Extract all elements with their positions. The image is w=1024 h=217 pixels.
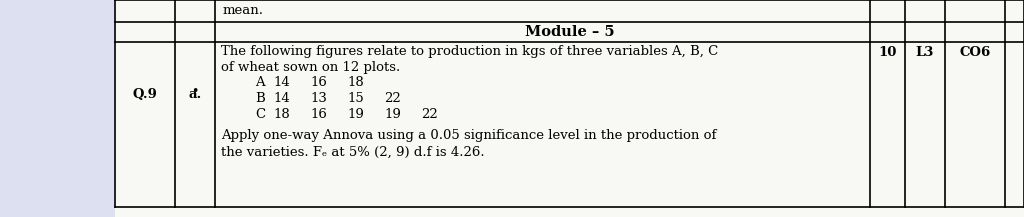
Text: B: B xyxy=(255,92,265,105)
Text: 18: 18 xyxy=(347,76,364,89)
Text: C: C xyxy=(255,107,265,120)
Text: L3: L3 xyxy=(915,46,934,59)
Text: 15: 15 xyxy=(347,92,364,105)
Text: •: • xyxy=(191,85,199,99)
Text: 16: 16 xyxy=(310,107,327,120)
Text: 13: 13 xyxy=(310,92,327,105)
Text: 19: 19 xyxy=(384,107,400,120)
Text: Q.9: Q.9 xyxy=(132,88,158,101)
Text: 22: 22 xyxy=(421,107,437,120)
Text: A: A xyxy=(255,76,264,89)
Text: of wheat sown on 12 plots.: of wheat sown on 12 plots. xyxy=(221,61,400,74)
Text: The following figures relate to production in kgs of three variables A, B, C: The following figures relate to producti… xyxy=(221,46,718,59)
Text: 14: 14 xyxy=(273,76,290,89)
Text: the varieties. Fₑ at 5% (2, 9) d.f is 4.26.: the varieties. Fₑ at 5% (2, 9) d.f is 4.… xyxy=(221,146,484,158)
Text: mean.: mean. xyxy=(223,5,264,18)
Text: 18: 18 xyxy=(273,107,290,120)
Text: Module – 5: Module – 5 xyxy=(524,25,614,39)
Text: 10: 10 xyxy=(879,46,897,59)
Text: 14: 14 xyxy=(273,92,290,105)
Text: 16: 16 xyxy=(310,76,327,89)
Text: 22: 22 xyxy=(384,92,400,105)
Text: CO6: CO6 xyxy=(959,46,990,59)
Text: Apply one-way Annova using a 0.05 significance level in the production of: Apply one-way Annova using a 0.05 signif… xyxy=(221,128,717,141)
Text: 19: 19 xyxy=(347,107,364,120)
Text: a.: a. xyxy=(188,88,202,101)
Bar xyxy=(0,0,115,217)
